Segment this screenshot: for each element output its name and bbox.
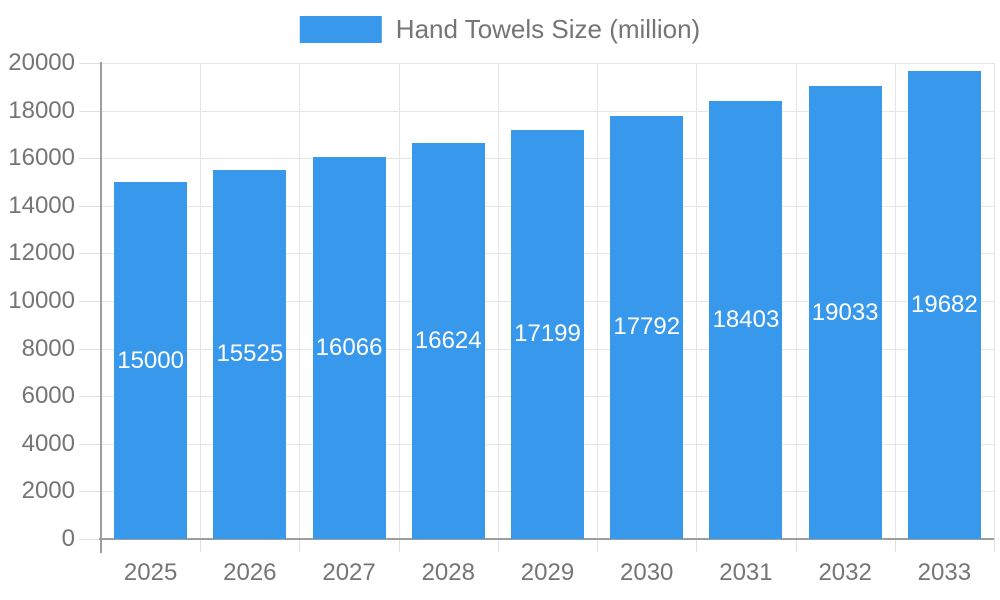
y-axis-tick xyxy=(79,205,101,207)
gridline-vertical xyxy=(994,63,995,539)
y-axis-tick-label: 0 xyxy=(61,525,75,552)
y-axis-tick xyxy=(79,63,101,64)
y-axis-tick xyxy=(79,301,101,302)
gridline-vertical xyxy=(497,63,499,539)
x-axis-tick-label: 2031 xyxy=(719,559,773,586)
bar[interactable] xyxy=(808,86,882,539)
x-axis-tick-label: 2033 xyxy=(917,559,972,586)
x-axis-tick-label: 2026 xyxy=(223,559,277,586)
y-axis-tick xyxy=(79,348,101,350)
bar[interactable] xyxy=(610,115,684,539)
x-axis-tick xyxy=(696,539,698,552)
y-axis-tick xyxy=(79,396,101,398)
bar[interactable] xyxy=(213,169,287,539)
y-axis-tick xyxy=(79,443,101,445)
x-axis-tick xyxy=(894,539,896,552)
gridline-vertical xyxy=(894,63,896,539)
y-axis-tick-label: 10000 xyxy=(8,287,75,314)
y-axis-tick xyxy=(79,539,101,540)
x-axis-tick-label: 2028 xyxy=(421,559,475,586)
legend-swatch-icon xyxy=(299,15,382,43)
x-axis-tick-label: 2027 xyxy=(322,559,376,586)
y-axis-tick-label: 6000 xyxy=(21,382,75,410)
x-axis-tick xyxy=(497,539,499,552)
gridline-horizontal xyxy=(101,110,994,112)
y-axis-tick-label: 12000 xyxy=(8,239,75,267)
x-axis-tick-label: 2030 xyxy=(620,559,674,586)
x-axis-tick xyxy=(398,539,400,552)
y-axis-line xyxy=(100,62,102,553)
gridline-vertical xyxy=(795,63,797,539)
y-axis-tick-label: 16000 xyxy=(8,144,75,172)
bar[interactable] xyxy=(907,70,981,539)
bar[interactable] xyxy=(114,182,188,539)
x-axis-tick xyxy=(994,539,995,552)
gridline-horizontal xyxy=(101,63,994,64)
gridline-vertical xyxy=(398,63,400,539)
bar[interactable] xyxy=(709,101,783,539)
chart-legend[interactable]: Hand Towels Size (million) xyxy=(299,14,701,44)
x-axis-tick xyxy=(299,539,301,552)
x-axis-tick xyxy=(200,539,202,552)
gridline-vertical xyxy=(200,63,202,539)
bar[interactable] xyxy=(411,143,485,539)
x-axis-line xyxy=(99,538,994,540)
x-axis-tick-label: 2025 xyxy=(123,559,178,586)
y-axis-tick xyxy=(79,253,101,255)
y-axis-tick xyxy=(79,158,101,160)
x-axis-tick xyxy=(597,539,599,552)
x-axis-tick-label: 2029 xyxy=(520,559,575,586)
y-axis-tick xyxy=(79,491,101,493)
gridline-vertical xyxy=(696,63,698,539)
x-axis-tick-label: 2032 xyxy=(818,559,872,586)
y-axis-tick-label: 2000 xyxy=(21,477,75,505)
y-axis-tick-label: 4000 xyxy=(21,429,75,457)
y-axis-tick-label: 20000 xyxy=(8,49,75,76)
y-axis-tick xyxy=(79,110,101,112)
bar[interactable] xyxy=(312,156,386,539)
bar[interactable] xyxy=(511,129,584,539)
legend-label: Hand Towels Size (million) xyxy=(395,14,701,44)
gridline-vertical xyxy=(299,63,301,539)
y-axis-tick-label: 8000 xyxy=(21,334,75,362)
y-axis-tick-label: 14000 xyxy=(8,191,75,219)
x-axis-tick xyxy=(795,539,797,552)
gridline-vertical xyxy=(597,63,599,539)
y-axis-tick-label: 18000 xyxy=(8,96,75,124)
